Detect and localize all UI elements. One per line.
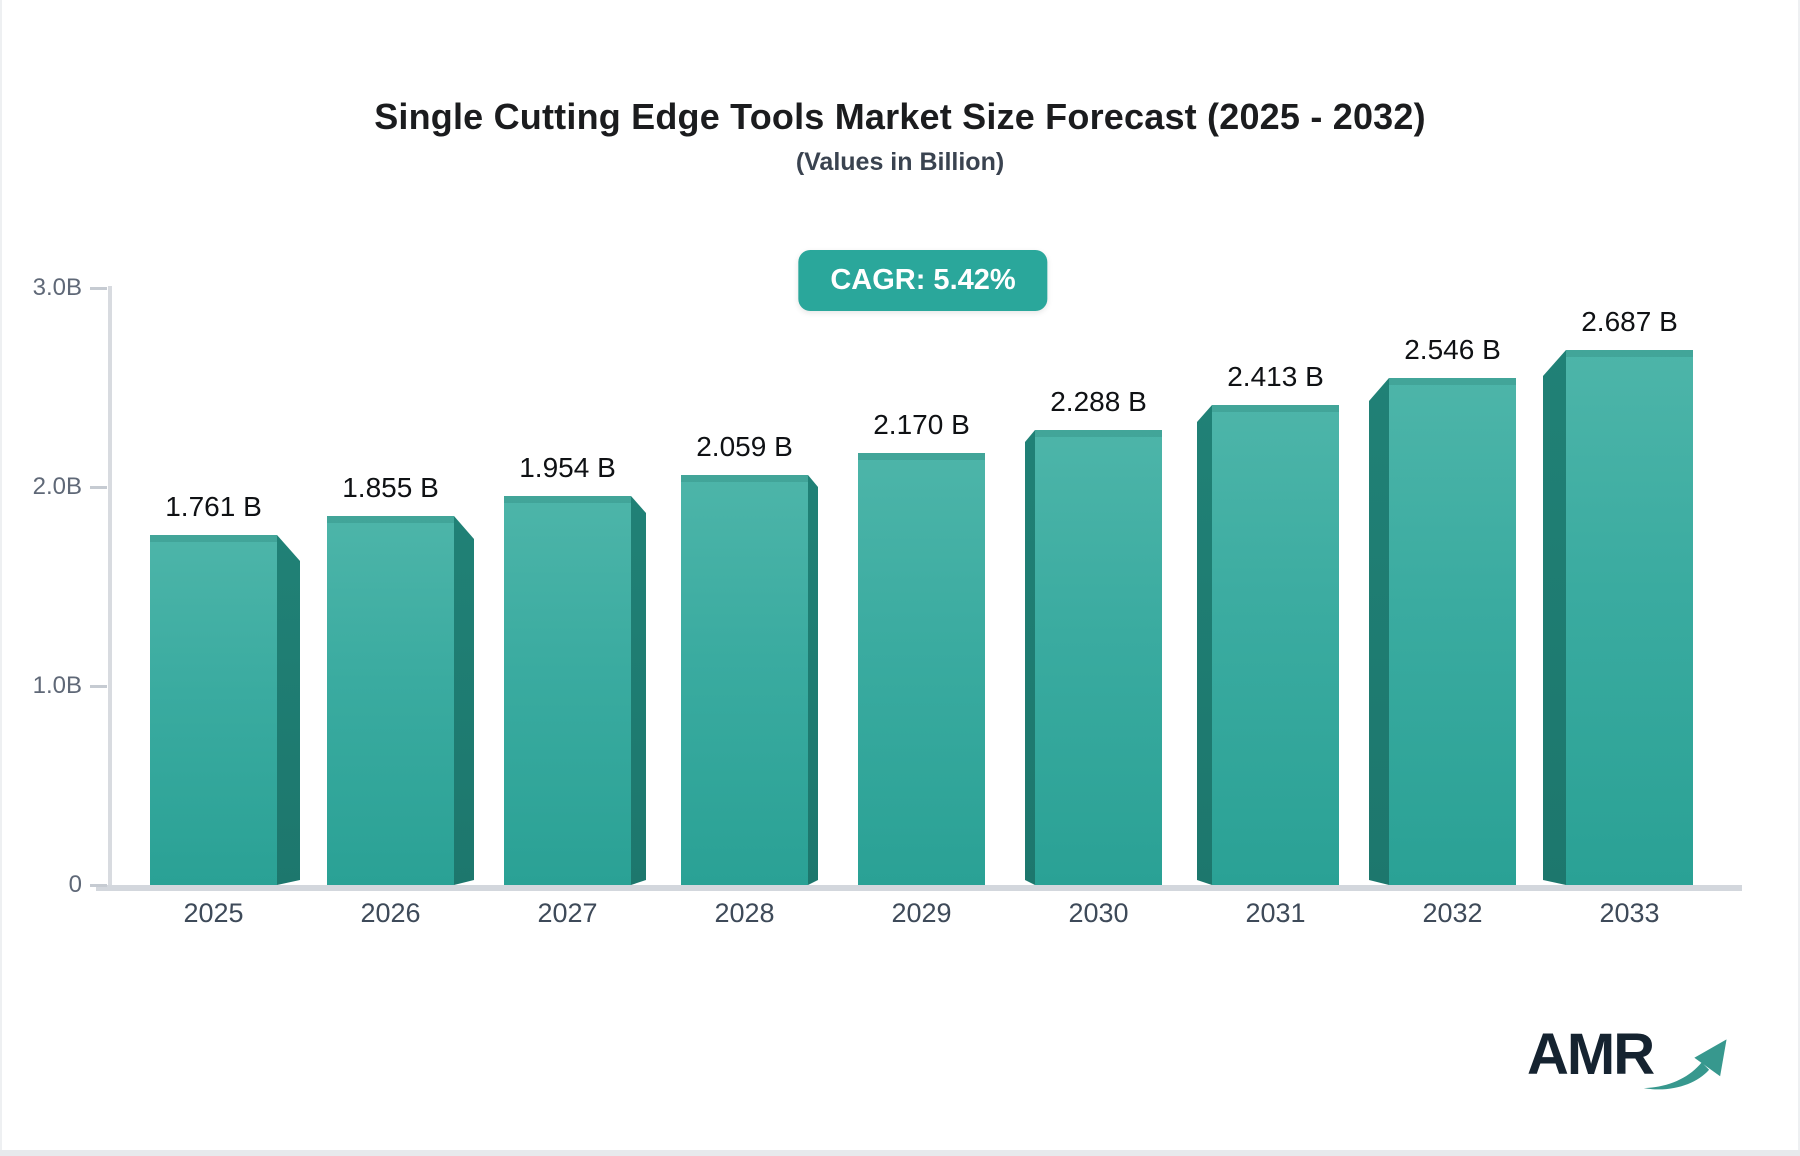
x-axis-label-2031: 2031 [1245, 898, 1306, 928]
bar-top-edge [1389, 378, 1516, 385]
x-axis-label-2026: 2026 [360, 898, 421, 928]
page-edge-bottom [0, 1150, 1800, 1156]
bar-side-panel-2031 [1197, 405, 1212, 885]
y-axis-tick-mark [90, 486, 107, 489]
bar-top-edge [150, 535, 277, 542]
bar-value-label: 1.761 B [165, 491, 262, 522]
bar-2027 [504, 496, 631, 885]
page-edge-right [1798, 0, 1800, 1156]
bar-side-panel-2026 [454, 516, 474, 885]
bar-2028 [681, 475, 808, 885]
page-edge-left [0, 0, 2, 1156]
bar-value-label: 2.059 B [696, 431, 793, 462]
bar-value-label: 2.170 B [873, 409, 970, 440]
chart-subtitle: (Values in Billion) [795, 148, 1005, 176]
bar-side-panel-2025 [277, 535, 300, 885]
y-axis-tick-label: 2.0B [32, 473, 82, 500]
bar-2031 [1212, 405, 1339, 885]
y-axis-tick-label: 1.0B [32, 672, 82, 699]
chart-title: Single Cutting Edge Tools Market Size Fo… [374, 96, 1426, 137]
y-axis-line [108, 286, 112, 890]
bar-value-label: 2.546 B [1404, 334, 1501, 365]
x-axis-label-2032: 2032 [1422, 898, 1483, 928]
bar-value-label: 2.288 B [1050, 386, 1147, 417]
bar-side-panel-2028 [808, 475, 818, 885]
bar-top-edge [1035, 430, 1162, 437]
bar-2029 [858, 453, 985, 885]
brand-logo: AMR [1527, 1026, 1733, 1100]
bar-top-edge [327, 516, 454, 523]
bar-top-edge [681, 475, 808, 482]
x-axis-baseline [96, 885, 1742, 891]
y-axis-tick-mark [90, 884, 107, 887]
y-axis-tick-label: 0 [68, 871, 82, 898]
x-axis-label-2029: 2029 [891, 898, 952, 928]
bar-side-panel-2032 [1369, 378, 1389, 885]
bar-value-label: 1.954 B [519, 452, 616, 483]
bar-2025 [150, 535, 277, 885]
y-axis-tick-mark [90, 287, 107, 290]
bar-side-panel-2033 [1543, 350, 1566, 885]
x-axis-label-2028: 2028 [714, 898, 775, 928]
bar-2030 [1035, 430, 1162, 885]
bar-value-label: 1.855 B [342, 472, 439, 503]
bar-value-label: 2.687 B [1581, 306, 1678, 337]
bar-side-panel-2027 [631, 496, 646, 885]
cagr-badge: CAGR: 5.42% [798, 250, 1048, 311]
x-axis-label-2027: 2027 [537, 898, 598, 928]
bar-value-label: 2.413 B [1227, 361, 1324, 392]
trend-up-arrow-icon [1643, 1039, 1727, 1090]
bar-2033 [1566, 350, 1693, 885]
x-axis-label-2033: 2033 [1599, 898, 1660, 928]
bar-2026 [327, 516, 454, 885]
y-axis-tick-mark [90, 685, 107, 688]
brand-logo-text: AMR [1527, 1022, 1655, 1087]
bar-top-edge [1212, 405, 1339, 412]
bar-top-edge [1566, 350, 1693, 357]
bar-top-edge [858, 453, 985, 460]
y-axis-tick-label: 3.0B [32, 274, 82, 301]
bar-side-panel-2030 [1025, 430, 1035, 885]
x-axis-label-2025: 2025 [183, 898, 244, 928]
bar-top-edge [504, 496, 631, 503]
x-axis-label-2030: 2030 [1068, 898, 1129, 928]
bar-2032 [1389, 378, 1516, 885]
